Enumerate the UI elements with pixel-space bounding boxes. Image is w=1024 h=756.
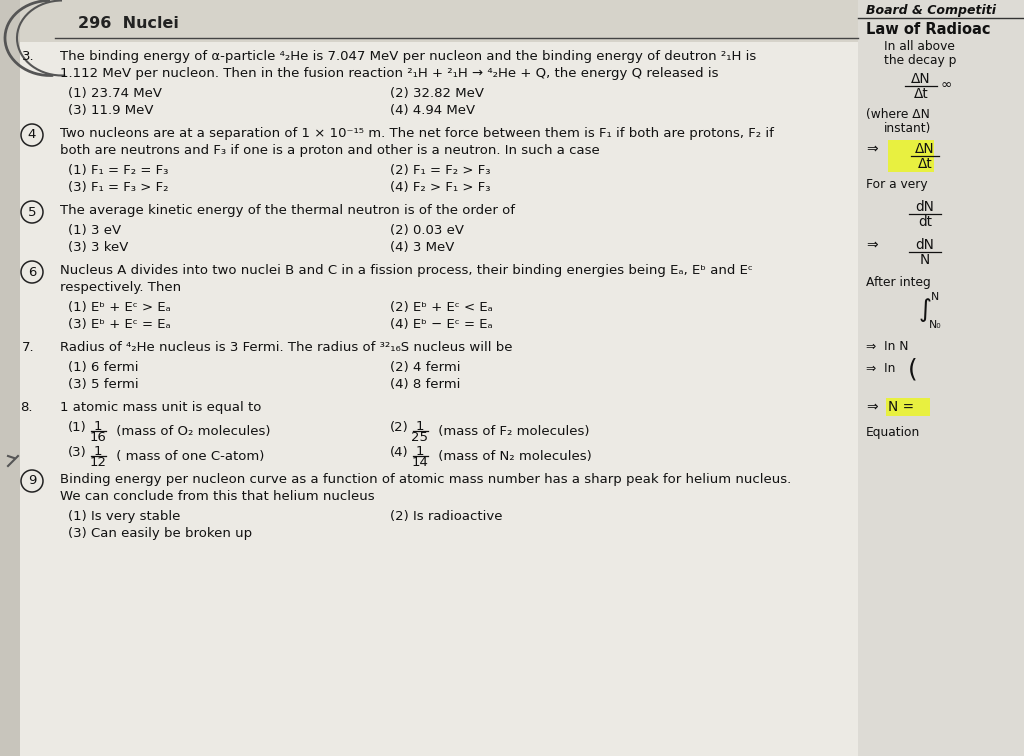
Text: (1): (1)	[68, 421, 87, 434]
Text: 8.: 8.	[20, 401, 33, 414]
Text: ⇒  In: ⇒ In	[866, 362, 895, 375]
Text: the decay p: the decay p	[884, 54, 956, 67]
Text: 1 atomic mass unit is equal to: 1 atomic mass unit is equal to	[60, 401, 261, 414]
Text: (1) Eᵇ + Eᶜ > Eₐ: (1) Eᵇ + Eᶜ > Eₐ	[68, 301, 171, 314]
Text: (3): (3)	[68, 446, 87, 459]
Text: (: (	[908, 358, 918, 382]
Text: (2) Eᵇ + Eᶜ < Eₐ: (2) Eᵇ + Eᶜ < Eₐ	[390, 301, 493, 314]
Text: (4) Eᵇ − Eᶜ = Eₐ: (4) Eᵇ − Eᶜ = Eₐ	[390, 318, 493, 331]
Text: (3) Can easily be broken up: (3) Can easily be broken up	[68, 527, 252, 540]
Text: (4) 3 MeV: (4) 3 MeV	[390, 241, 455, 254]
Text: (2) 32.82 MeV: (2) 32.82 MeV	[390, 87, 484, 100]
Text: 1: 1	[94, 420, 102, 433]
Text: 1: 1	[416, 445, 424, 458]
Text: (1) 6 fermi: (1) 6 fermi	[68, 361, 138, 374]
Text: N =: N =	[888, 400, 914, 414]
Bar	[858, 0, 1024, 756]
Text: (3) 5 fermi: (3) 5 fermi	[68, 378, 138, 391]
Text: (3) F₁ = F₃ > F₂: (3) F₁ = F₃ > F₂	[68, 181, 169, 194]
Text: 1.112 MeV per nucleon. Then in the fusion reaction ²₁H + ²₁H → ⁴₂He + Q, the ene: 1.112 MeV per nucleon. Then in the fusio…	[60, 67, 719, 80]
Text: respectively. Then: respectively. Then	[60, 281, 181, 294]
Text: (3) Eᵇ + Eᶜ = Eₐ: (3) Eᵇ + Eᶜ = Eₐ	[68, 318, 171, 331]
Bar	[888, 140, 934, 172]
Text: 12: 12	[89, 456, 106, 469]
Text: Law of Radioac: Law of Radioac	[866, 22, 990, 37]
Text: (4): (4)	[390, 446, 409, 459]
Text: ⇒  In N: ⇒ In N	[866, 340, 908, 353]
Text: dN: dN	[915, 238, 935, 252]
Text: (2): (2)	[390, 421, 409, 434]
Text: For a very: For a very	[866, 178, 928, 191]
Text: Two nucleons are at a separation of 1 × 10⁻¹⁵ m. The net force between them is F: Two nucleons are at a separation of 1 × …	[60, 127, 774, 140]
Text: both are neutrons and F₃ if one is a proton and other is a neutron. In such a ca: both are neutrons and F₃ if one is a pro…	[60, 144, 600, 157]
Text: (1) F₁ = F₂ = F₃: (1) F₁ = F₂ = F₃	[68, 164, 168, 177]
Text: (mass of O₂ molecules): (mass of O₂ molecules)	[112, 425, 270, 438]
Text: (2) 0.03 eV: (2) 0.03 eV	[390, 224, 464, 237]
Text: 14: 14	[412, 456, 428, 469]
Text: After integ: After integ	[866, 276, 931, 289]
Text: 4: 4	[28, 129, 36, 141]
Text: Δt: Δt	[913, 87, 929, 101]
Text: instant): instant)	[884, 122, 932, 135]
Text: dN: dN	[915, 200, 935, 214]
Text: (2) F₁ = F₂ > F₃: (2) F₁ = F₂ > F₃	[390, 164, 490, 177]
Text: (where ΔN: (where ΔN	[866, 108, 930, 121]
Text: Equation: Equation	[866, 426, 921, 439]
Text: 3.: 3.	[22, 50, 35, 63]
Bar	[20, 0, 858, 42]
Text: 7.: 7.	[22, 341, 35, 354]
Text: (3) 3 keV: (3) 3 keV	[68, 241, 128, 254]
Text: ⇒: ⇒	[866, 142, 878, 156]
Text: 25: 25	[412, 431, 428, 444]
Text: The average kinetic energy of the thermal neutron is of the order of: The average kinetic energy of the therma…	[60, 204, 515, 217]
Text: The binding energy of α-particle ⁴₂He is 7.047 MeV per nucleon and the binding e: The binding energy of α-particle ⁴₂He is…	[60, 50, 757, 63]
Text: (4) 8 fermi: (4) 8 fermi	[390, 378, 461, 391]
Text: (1) Is very stable: (1) Is very stable	[68, 510, 180, 523]
Text: N: N	[931, 292, 939, 302]
Text: (4) F₂ > F₁ > F₃: (4) F₂ > F₁ > F₃	[390, 181, 490, 194]
Text: (mass of F₂ molecules): (mass of F₂ molecules)	[434, 425, 590, 438]
Text: ⇒: ⇒	[866, 238, 878, 252]
Text: (1) 3 eV: (1) 3 eV	[68, 224, 121, 237]
Text: (2) 4 fermi: (2) 4 fermi	[390, 361, 461, 374]
Text: 9: 9	[28, 475, 36, 488]
Text: Δt: Δt	[918, 157, 933, 171]
Text: 1: 1	[94, 445, 102, 458]
Text: dt: dt	[918, 215, 932, 229]
Bar	[886, 398, 930, 416]
Text: ΔN: ΔN	[915, 142, 935, 156]
Text: We can conclude from this that helium nucleus: We can conclude from this that helium nu…	[60, 490, 375, 503]
Text: 6: 6	[28, 265, 36, 278]
Text: Radius of ⁴₂He nucleus is 3 Fermi. The radius of ³²₁₆S nucleus will be: Radius of ⁴₂He nucleus is 3 Fermi. The r…	[60, 341, 512, 354]
Text: (1) 23.74 MeV: (1) 23.74 MeV	[68, 87, 162, 100]
Text: Board & Competiti: Board & Competiti	[866, 4, 996, 17]
Bar	[20, 0, 858, 756]
Text: (mass of N₂ molecules): (mass of N₂ molecules)	[434, 450, 592, 463]
Text: 5: 5	[28, 206, 36, 218]
Text: Binding energy per nucleon curve as a function of atomic mass number has a sharp: Binding energy per nucleon curve as a fu…	[60, 473, 792, 486]
Text: ΔN: ΔN	[911, 72, 931, 86]
Text: In all above: In all above	[884, 40, 954, 53]
Text: (4) 4.94 MeV: (4) 4.94 MeV	[390, 104, 475, 117]
Text: 296  Nuclei: 296 Nuclei	[78, 17, 179, 32]
Text: (2) Is radioactive: (2) Is radioactive	[390, 510, 503, 523]
Text: 1: 1	[416, 420, 424, 433]
Text: N₀: N₀	[929, 320, 941, 330]
Text: ∫: ∫	[919, 298, 932, 322]
Text: ⇒: ⇒	[866, 400, 878, 414]
Text: Nucleus A divides into two nuclei B and C in a fission process, their binding en: Nucleus A divides into two nuclei B and …	[60, 264, 753, 277]
Text: 16: 16	[89, 431, 106, 444]
Text: (3) 11.9 MeV: (3) 11.9 MeV	[68, 104, 154, 117]
Text: ( mass of one C-atom): ( mass of one C-atom)	[112, 450, 264, 463]
Text: N: N	[920, 253, 930, 267]
Text: ∞: ∞	[941, 78, 952, 92]
